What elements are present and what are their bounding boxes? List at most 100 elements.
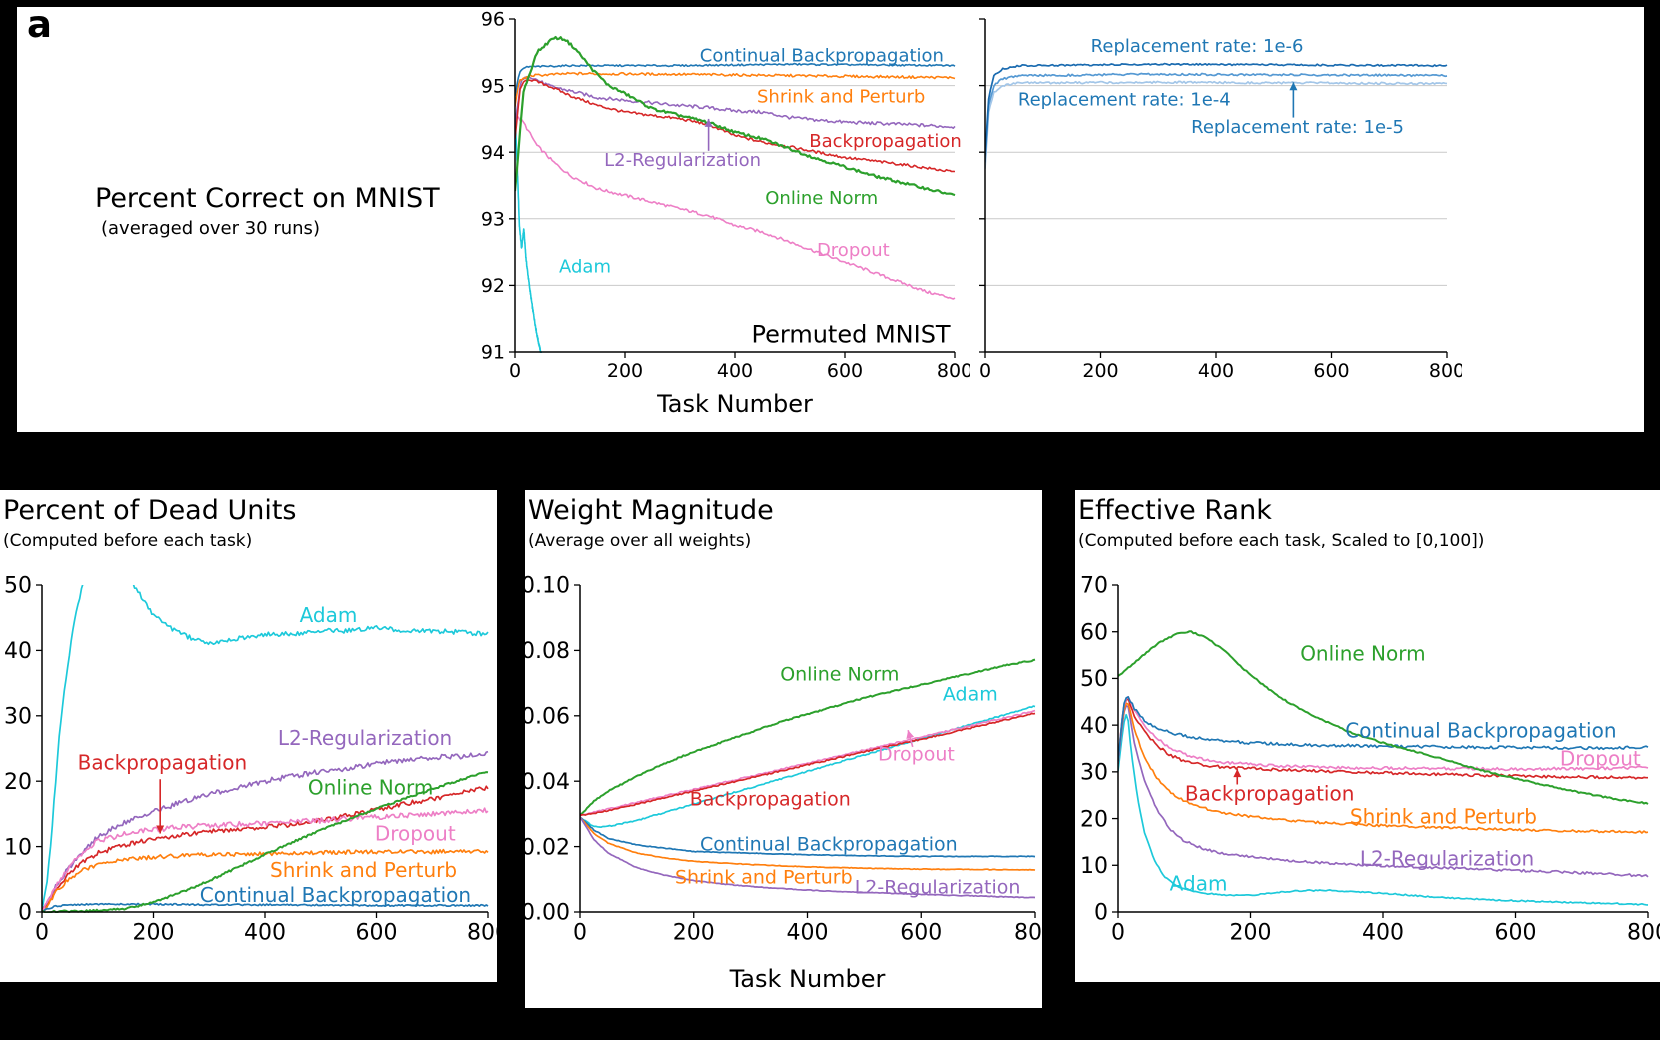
panel-label-a: a <box>27 3 52 46</box>
svg-text:200: 200 <box>673 921 715 946</box>
chart-permuted-mnist-accuracy: 0 200 400 600 800 91 92 93 94 95 96 Task Number Cont… <box>445 10 970 430</box>
weight-magnitude-header: Weight Magnitude (Average over all weigh… <box>528 495 774 551</box>
svg-text:Shrink and Perturb: Shrink and Perturb <box>757 87 925 108</box>
chart-replacement-rates: 0 200 400 600 800 Replacement rate: 1e-6 Repla… <box>950 10 1462 410</box>
svg-text:30: 30 <box>4 705 32 730</box>
y-axis-subtitle: (averaged over 30 runs) <box>101 218 320 239</box>
chart-effective-rank: 0 200 400 600 800 0 10 20 30 40 50 60 70 Online Norm C… <box>1075 575 1660 965</box>
svg-text:600: 600 <box>1495 921 1537 946</box>
svg-text:Task Number: Task Number <box>729 965 886 993</box>
panel-weight-magnitude: Weight Magnitude (Average over all weigh… <box>525 490 1042 1008</box>
effective-rank-subtitle: (Computed before each task, Scaled to [0… <box>1078 531 1485 551</box>
svg-text:40: 40 <box>1080 714 1108 739</box>
svg-text:50: 50 <box>1080 667 1108 692</box>
svg-text:800: 800 <box>1429 360 1462 382</box>
svg-text:0: 0 <box>573 921 587 946</box>
svg-text:20: 20 <box>1080 807 1108 832</box>
svg-text:200: 200 <box>1230 921 1272 946</box>
svg-text:0: 0 <box>18 901 32 926</box>
svg-text:Backpropagation: Backpropagation <box>1185 782 1354 806</box>
dead-units-header: Percent of Dead Units (Computed before e… <box>3 495 296 551</box>
svg-text:200: 200 <box>1082 360 1118 382</box>
svg-text:600: 600 <box>1313 360 1349 382</box>
svg-text:0.06: 0.06 <box>525 705 570 730</box>
svg-text:93: 93 <box>481 208 505 230</box>
svg-text:95: 95 <box>481 75 505 97</box>
dead-units-title: Percent of Dead Units <box>3 495 297 526</box>
svg-text:L2-Regularization: L2-Regularization <box>855 877 1021 899</box>
svg-text:Shrink and Perturb: Shrink and Perturb <box>675 866 853 888</box>
svg-text:0.10: 0.10 <box>525 575 570 599</box>
svg-text:Replacement rate: 1e-6: Replacement rate: 1e-6 <box>1091 36 1304 57</box>
svg-text:Backpropagation: Backpropagation <box>78 751 247 775</box>
svg-text:800: 800 <box>1627 921 1660 946</box>
svg-text:Adam: Adam <box>559 256 611 277</box>
svg-text:400: 400 <box>787 921 829 946</box>
svg-text:600: 600 <box>356 921 398 946</box>
svg-text:Online Norm: Online Norm <box>308 776 433 800</box>
svg-text:L2-Regularization: L2-Regularization <box>278 726 452 750</box>
y-axis-title-block: Percent Correct on MNIST (averaged over … <box>95 183 440 239</box>
svg-text:0: 0 <box>35 921 49 946</box>
svg-text:10: 10 <box>1080 854 1108 879</box>
svg-text:Replacement rate: 1e-5: Replacement rate: 1e-5 <box>1191 117 1404 138</box>
svg-text:600: 600 <box>900 921 942 946</box>
svg-text:200: 200 <box>607 360 643 382</box>
svg-text:400: 400 <box>244 921 286 946</box>
svg-text:Shrink and Perturb: Shrink and Perturb <box>1350 805 1537 829</box>
dead-units-subtitle: (Computed before each task) <box>3 531 253 551</box>
svg-text:L2-Regularization: L2-Regularization <box>604 150 761 171</box>
panel-mnist-accuracy: a Percent Correct on MNIST (averaged ove… <box>14 3 1647 435</box>
svg-text:0: 0 <box>509 360 521 382</box>
svg-text:Adam: Adam <box>300 603 358 627</box>
svg-text:Online Norm: Online Norm <box>765 188 878 209</box>
svg-text:94: 94 <box>481 142 505 164</box>
chart-dead-units: 0 200 400 600 800 0 10 20 30 40 50 Adam L2-Regulariz… <box>0 575 497 965</box>
svg-text:L2-Regularization: L2-Regularization <box>1360 847 1534 871</box>
svg-text:96: 96 <box>481 10 505 31</box>
chart-weight-magnitude: 0 200 400 600 800 0.00 0.02 0.04 0.06 0.08 0.10 Tas… <box>525 575 1042 1000</box>
svg-text:Backpropagation: Backpropagation <box>809 131 962 152</box>
svg-text:70: 70 <box>1080 575 1108 599</box>
svg-text:0: 0 <box>1111 921 1125 946</box>
svg-text:Dropout: Dropout <box>1560 747 1641 771</box>
svg-text:Continual Backpropagation: Continual Backpropagation <box>1345 719 1616 743</box>
svg-text:0.02: 0.02 <box>525 835 570 860</box>
svg-text:0: 0 <box>1094 901 1108 926</box>
svg-text:91: 91 <box>481 342 505 364</box>
svg-text:Replacement rate: 1e-4: Replacement rate: 1e-4 <box>1018 89 1231 110</box>
svg-text:Permuted MNIST: Permuted MNIST <box>752 320 951 348</box>
svg-text:Online Norm: Online Norm <box>1300 642 1425 666</box>
effective-rank-title: Effective Rank <box>1078 495 1272 526</box>
svg-text:Shrink and Perturb: Shrink and Perturb <box>270 858 457 882</box>
svg-text:20: 20 <box>4 770 32 795</box>
svg-text:Continual Backpropagation: Continual Backpropagation <box>700 833 958 855</box>
svg-text:30: 30 <box>1080 761 1108 786</box>
svg-text:Continual Backpropagation: Continual Backpropagation <box>200 883 471 907</box>
svg-text:800: 800 <box>937 360 970 382</box>
svg-text:Adam: Adam <box>943 683 998 705</box>
svg-text:Dropout: Dropout <box>817 240 890 261</box>
svg-text:10: 10 <box>4 835 32 860</box>
svg-text:Continual Backpropagation: Continual Backpropagation <box>700 45 944 66</box>
y-axis-title: Percent Correct on MNIST <box>95 183 440 214</box>
svg-text:Adam: Adam <box>1170 871 1228 895</box>
panel-effective-rank: Effective Rank (Computed before each tas… <box>1075 490 1660 982</box>
svg-text:92: 92 <box>481 275 505 297</box>
svg-text:Online Norm: Online Norm <box>780 663 899 685</box>
svg-text:40: 40 <box>4 639 32 664</box>
svg-text:50: 50 <box>4 575 32 599</box>
svg-text:800: 800 <box>1014 921 1042 946</box>
svg-text:Task Number: Task Number <box>656 390 813 418</box>
svg-text:400: 400 <box>1198 360 1234 382</box>
svg-text:600: 600 <box>827 360 863 382</box>
svg-text:Backpropagation: Backpropagation <box>690 788 851 810</box>
effective-rank-header: Effective Rank (Computed before each tas… <box>1078 495 1484 551</box>
svg-text:0.04: 0.04 <box>525 770 570 795</box>
svg-text:400: 400 <box>717 360 753 382</box>
svg-text:0.00: 0.00 <box>525 901 570 926</box>
weight-magnitude-title: Weight Magnitude <box>528 495 774 526</box>
svg-text:60: 60 <box>1080 620 1108 645</box>
weight-magnitude-subtitle: (Average over all weights) <box>528 531 752 551</box>
